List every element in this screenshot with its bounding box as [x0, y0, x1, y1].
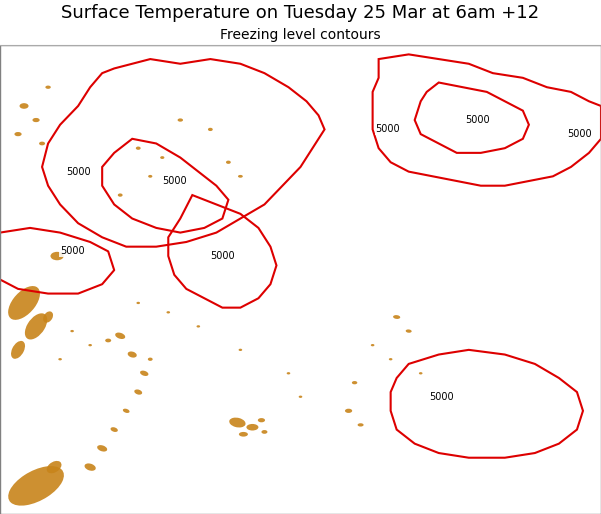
Text: 5000: 5000 — [568, 129, 592, 139]
Ellipse shape — [208, 128, 213, 131]
Text: 5000: 5000 — [210, 251, 234, 261]
Ellipse shape — [32, 118, 40, 122]
Ellipse shape — [127, 352, 137, 358]
Ellipse shape — [261, 430, 267, 434]
Ellipse shape — [105, 339, 111, 342]
Ellipse shape — [197, 325, 200, 327]
Ellipse shape — [358, 423, 364, 427]
Ellipse shape — [229, 417, 246, 428]
Ellipse shape — [238, 175, 243, 178]
Ellipse shape — [47, 461, 61, 473]
Ellipse shape — [345, 409, 352, 413]
Ellipse shape — [287, 372, 290, 375]
Ellipse shape — [239, 348, 242, 351]
Ellipse shape — [352, 381, 357, 384]
Ellipse shape — [43, 311, 53, 323]
Ellipse shape — [148, 358, 153, 361]
Ellipse shape — [136, 302, 140, 304]
Ellipse shape — [46, 85, 51, 89]
Text: Surface Temperature on Tuesday 25 Mar at 6am +12: Surface Temperature on Tuesday 25 Mar at… — [61, 4, 540, 22]
Ellipse shape — [371, 344, 374, 346]
Ellipse shape — [406, 329, 412, 333]
Ellipse shape — [134, 390, 142, 395]
Ellipse shape — [11, 341, 25, 359]
Ellipse shape — [178, 118, 183, 122]
Ellipse shape — [70, 330, 74, 332]
Ellipse shape — [14, 132, 22, 136]
Ellipse shape — [8, 466, 64, 506]
Ellipse shape — [160, 156, 165, 159]
Ellipse shape — [58, 358, 62, 360]
Ellipse shape — [118, 193, 123, 197]
Ellipse shape — [246, 424, 258, 431]
Ellipse shape — [140, 371, 148, 376]
Ellipse shape — [8, 286, 40, 320]
Ellipse shape — [239, 432, 248, 436]
Text: 5000: 5000 — [60, 246, 84, 256]
Ellipse shape — [166, 311, 170, 314]
Ellipse shape — [258, 418, 265, 423]
Ellipse shape — [19, 103, 29, 109]
Text: 5000: 5000 — [162, 176, 186, 186]
Text: 5000: 5000 — [376, 124, 400, 135]
Ellipse shape — [123, 409, 130, 413]
Text: Freezing level contours: Freezing level contours — [220, 28, 381, 42]
Text: 5000: 5000 — [466, 115, 490, 125]
Ellipse shape — [88, 344, 92, 346]
Ellipse shape — [115, 333, 125, 339]
Text: 5000: 5000 — [66, 167, 90, 177]
Ellipse shape — [39, 142, 45, 145]
Ellipse shape — [85, 464, 96, 471]
Ellipse shape — [419, 372, 423, 375]
Ellipse shape — [389, 358, 392, 360]
Text: 5000: 5000 — [430, 392, 454, 402]
Ellipse shape — [111, 427, 118, 432]
Ellipse shape — [393, 315, 400, 319]
Ellipse shape — [136, 146, 141, 150]
Ellipse shape — [226, 160, 231, 164]
Ellipse shape — [50, 252, 64, 260]
Ellipse shape — [148, 175, 153, 178]
Ellipse shape — [97, 445, 107, 452]
Ellipse shape — [25, 314, 47, 339]
Ellipse shape — [299, 396, 302, 398]
